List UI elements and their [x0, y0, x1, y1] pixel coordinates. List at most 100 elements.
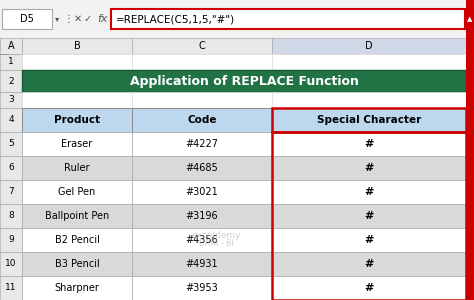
Text: 7: 7 [8, 188, 14, 196]
Text: B: B [73, 41, 81, 51]
Text: #: # [365, 283, 374, 293]
Bar [132, 108, 272, 132]
Text: Eraser: Eraser [61, 139, 92, 149]
Bar [272, 54, 466, 70]
Text: #4227: #4227 [185, 139, 219, 149]
Bar [0, 54, 22, 70]
Bar [272, 180, 466, 204]
Text: #4356: #4356 [186, 235, 219, 245]
Bar [22, 54, 132, 70]
Text: Product: Product [54, 115, 100, 125]
Text: 10: 10 [5, 260, 17, 268]
Text: #3953: #3953 [186, 283, 219, 293]
Text: #: # [365, 259, 374, 269]
Text: ▲: ▲ [467, 16, 473, 22]
Text: =REPLACE(C5,1,5,"#"): =REPLACE(C5,1,5,"#") [116, 14, 235, 24]
Bar [0, 204, 22, 228]
Text: #: # [365, 211, 374, 221]
Bar [22, 276, 132, 300]
Text: ⋮: ⋮ [64, 14, 74, 24]
Bar [272, 276, 466, 300]
Text: ✕: ✕ [74, 14, 82, 24]
Bar [2, 9, 52, 29]
Text: C: C [199, 41, 205, 51]
Bar [0, 180, 22, 204]
Bar [132, 204, 272, 228]
Text: ✓: ✓ [84, 14, 92, 24]
Bar [0, 92, 22, 108]
Text: exceldemy: exceldemy [191, 230, 241, 239]
Text: 2: 2 [8, 76, 14, 85]
Bar [272, 228, 466, 252]
Bar [272, 108, 466, 132]
Bar [272, 108, 466, 132]
Text: 3: 3 [8, 95, 14, 104]
Bar [272, 132, 466, 300]
Bar [272, 38, 466, 54]
Bar [132, 38, 272, 54]
Text: B2 Pencil: B2 Pencil [55, 235, 100, 245]
Text: Code: Code [187, 115, 217, 125]
Text: #4931: #4931 [186, 259, 219, 269]
Bar [272, 156, 466, 180]
Bar [132, 228, 272, 252]
Bar [0, 38, 466, 54]
Text: #4685: #4685 [186, 163, 219, 173]
Bar [22, 228, 132, 252]
Text: fx: fx [97, 14, 108, 24]
Text: D: D [365, 41, 373, 51]
Text: Sharpner: Sharpner [55, 283, 100, 293]
Bar [0, 108, 22, 132]
Text: 1: 1 [8, 58, 14, 67]
Bar [22, 204, 132, 228]
Text: ▾: ▾ [55, 14, 59, 23]
Text: 11: 11 [5, 284, 17, 292]
Text: Application of REPLACE Function: Application of REPLACE Function [129, 74, 358, 88]
Bar [22, 108, 132, 132]
Bar [0, 276, 22, 300]
Bar [22, 92, 132, 108]
Text: 4: 4 [8, 116, 14, 124]
Bar [0, 70, 22, 92]
Text: Ruler: Ruler [64, 163, 90, 173]
Bar [132, 54, 272, 70]
Bar [0, 252, 22, 276]
Bar [22, 132, 132, 156]
Text: Ballpoint Pen: Ballpoint Pen [45, 211, 109, 221]
Bar [132, 132, 272, 156]
Bar [22, 70, 466, 92]
Text: 5: 5 [8, 140, 14, 148]
Bar [272, 204, 466, 228]
Bar [132, 252, 272, 276]
Bar [272, 92, 466, 108]
Text: #3196: #3196 [186, 211, 219, 221]
Text: DATA - BI: DATA - BI [199, 239, 233, 248]
Text: A: A [8, 41, 14, 51]
Bar [466, 0, 474, 300]
Bar [132, 92, 272, 108]
Bar [111, 9, 465, 29]
Bar [22, 38, 132, 54]
Text: #: # [365, 163, 374, 173]
Bar [132, 156, 272, 180]
Bar [0, 132, 22, 156]
Text: 6: 6 [8, 164, 14, 172]
Bar [132, 180, 272, 204]
Text: #: # [365, 139, 374, 149]
Text: Gel Pen: Gel Pen [58, 187, 96, 197]
Bar [0, 156, 22, 180]
Bar [272, 252, 466, 276]
Bar [0, 0, 474, 38]
Text: D5: D5 [20, 14, 34, 24]
Bar [0, 38, 22, 54]
Text: 9: 9 [8, 236, 14, 244]
Text: B3 Pencil: B3 Pencil [55, 259, 100, 269]
Text: 8: 8 [8, 212, 14, 220]
Bar [0, 38, 466, 300]
Text: Special Character: Special Character [317, 115, 421, 125]
Bar [22, 180, 132, 204]
Bar [132, 276, 272, 300]
Text: #: # [365, 235, 374, 245]
Text: #3021: #3021 [186, 187, 219, 197]
Bar [272, 132, 466, 156]
